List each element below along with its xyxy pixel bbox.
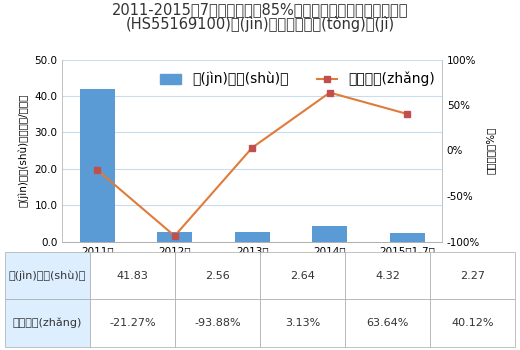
Y-axis label: 進(jìn)口數(shù)量（萬米/千克）: 進(jìn)口數(shù)量（萬米/千克） <box>19 94 29 207</box>
Bar <box>235 232 270 241</box>
Bar <box>313 226 347 241</box>
Text: 2011-2015年7月人造短纖＜85%與其他纖維混紡未漂或漂白布: 2011-2015年7月人造短纖＜85%與其他纖維混紡未漂或漂白布 <box>112 2 408 17</box>
Bar <box>157 232 192 241</box>
Text: (HS55169100)進(jìn)口量及增速統(tǒng)計(jì): (HS55169100)進(jìn)口量及增速統(tǒng)計(jì) <box>125 16 395 32</box>
Bar <box>390 233 425 242</box>
Y-axis label: 同比增速（%）: 同比增速（%） <box>486 127 496 174</box>
Legend: 進(jìn)口數(shù)量, 同比增長(zhǎng): 進(jìn)口數(shù)量, 同比增長(zhǎng) <box>155 66 441 92</box>
Bar <box>80 89 114 241</box>
